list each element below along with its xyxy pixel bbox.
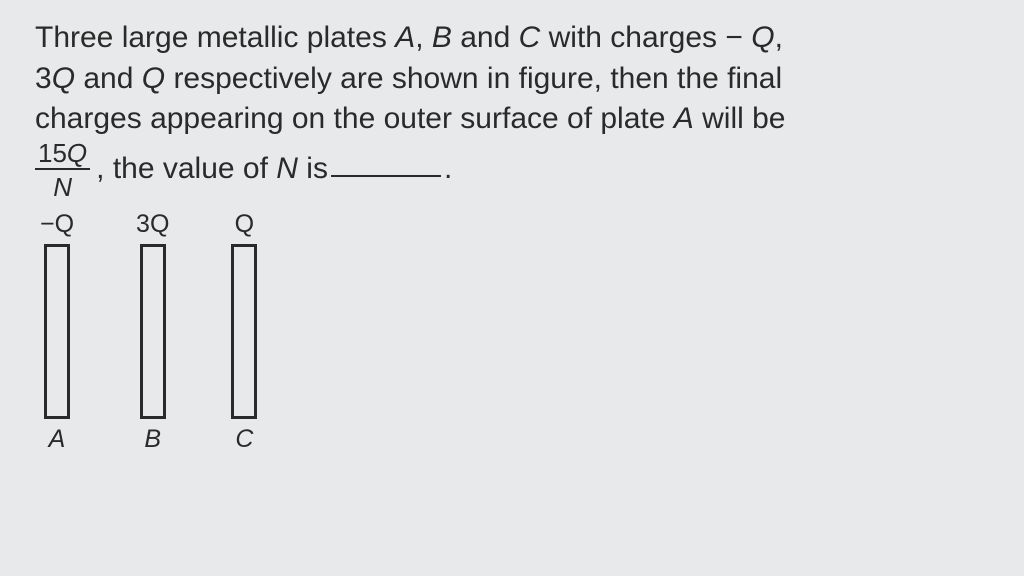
plate-rect [44, 244, 70, 419]
text-segment: 3 [35, 62, 52, 95]
var-Q: Q [142, 62, 165, 95]
var-N: N [276, 151, 298, 184]
text-segment: and [452, 21, 519, 54]
text-segment: , [415, 21, 432, 54]
plate-rect [231, 244, 257, 419]
var-Q: Q [52, 62, 75, 95]
num-coeff: 15 [38, 138, 67, 168]
text-segment: and [75, 62, 142, 95]
var-Q: Q [751, 21, 774, 54]
plate-charge-label: 3Q [136, 210, 169, 240]
question-text: Three large metallic plates A, B and C w… [35, 18, 989, 200]
text-segment: . [444, 151, 452, 184]
var-A: A [395, 21, 415, 54]
text-segment: respectively are shown in figure, then t… [165, 62, 782, 95]
plate-charge-label: −Q [40, 210, 74, 240]
text-segment: will be [694, 102, 786, 135]
fraction-numerator: 15Q [35, 140, 90, 170]
plate-group-C: Q C [231, 210, 257, 454]
plate-group-B: 3Q B [136, 210, 169, 454]
text-segment: Three large metallic plates [35, 21, 395, 54]
plate-charge-label: Q [235, 210, 254, 240]
plates-diagram: −Q A 3Q B Q C [35, 210, 989, 454]
text-segment: , [775, 21, 783, 54]
fraction: 15Q N [35, 140, 90, 200]
text-segment: is [298, 151, 328, 184]
fraction-denominator: N [35, 170, 90, 200]
plate-name-label: A [49, 425, 66, 454]
text-segment: , the value of [96, 151, 276, 184]
text-segment: charges appearing on the outer surface o… [35, 102, 674, 135]
plate-rect [140, 244, 166, 419]
plate-name-label: B [144, 425, 161, 454]
var-C: C [519, 21, 541, 54]
fill-blank [331, 175, 441, 177]
num-var: Q [67, 138, 87, 168]
plate-group-A: −Q A [40, 210, 74, 454]
var-B: B [432, 21, 452, 54]
plate-name-label: C [235, 425, 253, 454]
text-segment: with charges − [540, 21, 751, 54]
var-A: A [674, 102, 694, 135]
